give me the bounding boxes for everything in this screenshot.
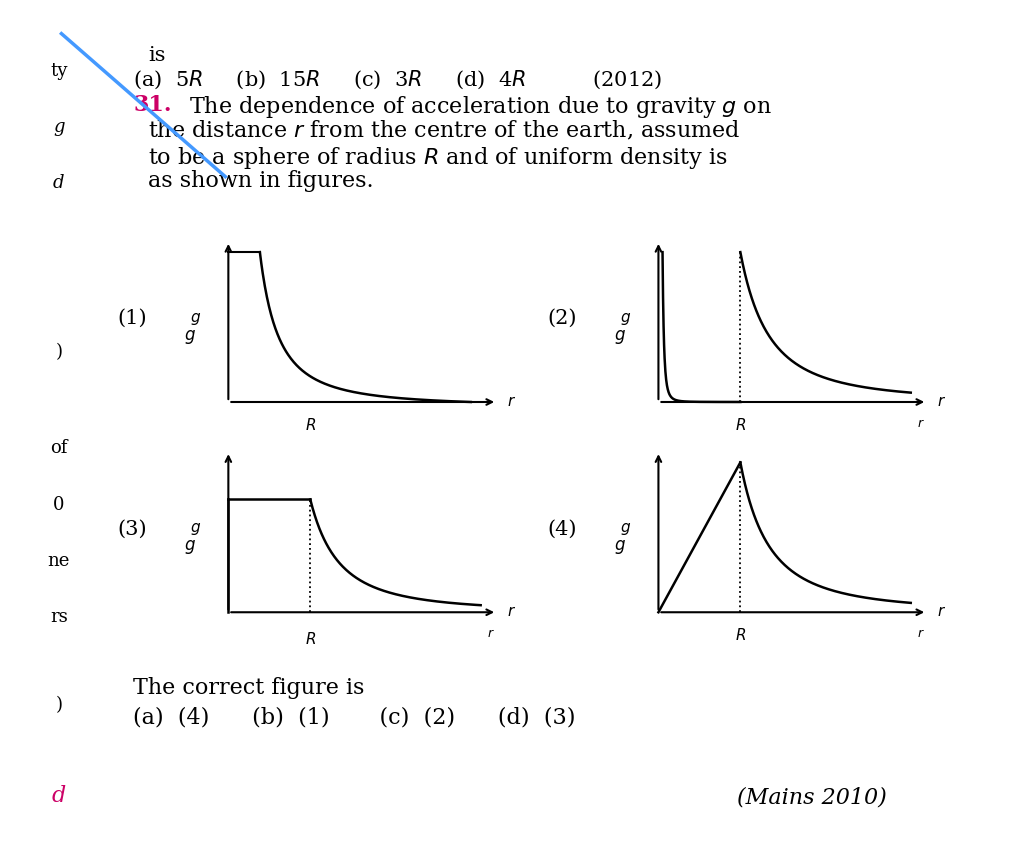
Text: the distance $r$ from the centre of the earth, assumed: the distance $r$ from the centre of the … [148,119,741,142]
Text: $g$: $g$ [190,310,201,327]
Text: $r$: $r$ [486,627,495,640]
Text: $R$: $R$ [305,417,315,433]
Text: $R$: $R$ [735,627,745,643]
Text: $r$: $r$ [937,606,946,619]
Text: $r$: $r$ [916,417,925,430]
Text: of: of [50,440,68,458]
Text: (a)  5$R$     (b)  15$R$     (c)  3$R$     (d)  4$R$          (2012): (a) 5$R$ (b) 15$R$ (c) 3$R$ (d) 4$R$ (20… [133,69,663,92]
Text: The correct figure is: The correct figure is [133,677,365,699]
Text: $g$: $g$ [190,521,201,537]
Text: g: g [53,119,65,136]
Text: (4): (4) [548,520,578,538]
Text: $r$: $r$ [507,606,516,619]
Text: $r$: $r$ [937,395,946,409]
Text: rs: rs [50,608,68,626]
Text: is: is [148,46,166,66]
Text: (3): (3) [118,520,147,538]
Text: ne: ne [48,552,70,570]
Text: $g$: $g$ [614,538,627,557]
Text: d: d [52,785,66,807]
Text: ty: ty [50,62,68,80]
Text: 0: 0 [53,495,65,514]
Text: ): ) [55,343,62,361]
Text: $g$: $g$ [621,310,631,327]
Text: $R$: $R$ [305,631,315,647]
Text: d: d [53,174,65,193]
Text: (2): (2) [548,309,578,328]
Text: The dependence of acceleration due to gravity $g$ on: The dependence of acceleration due to gr… [189,94,772,120]
Text: $g$: $g$ [621,521,631,537]
Text: $R$: $R$ [735,417,745,433]
Text: to be a sphere of radius $R$ and of uniform density is: to be a sphere of radius $R$ and of unif… [148,145,728,171]
Text: (a)  (4)      (b)  (1)       (c)  (2)      (d)  (3): (a) (4) (b) (1) (c) (2) (d) (3) [133,706,575,728]
Text: $g$: $g$ [614,328,627,346]
Text: (1): (1) [118,309,147,328]
Text: $g$: $g$ [184,328,197,346]
Text: $r$: $r$ [916,627,925,640]
Text: $r$: $r$ [507,395,516,409]
Text: as shown in figures.: as shown in figures. [148,170,374,192]
Text: 31.: 31. [133,94,172,116]
Text: (Mains 2010): (Mains 2010) [737,786,887,808]
Text: $g$: $g$ [184,538,197,557]
Text: ): ) [55,696,62,715]
